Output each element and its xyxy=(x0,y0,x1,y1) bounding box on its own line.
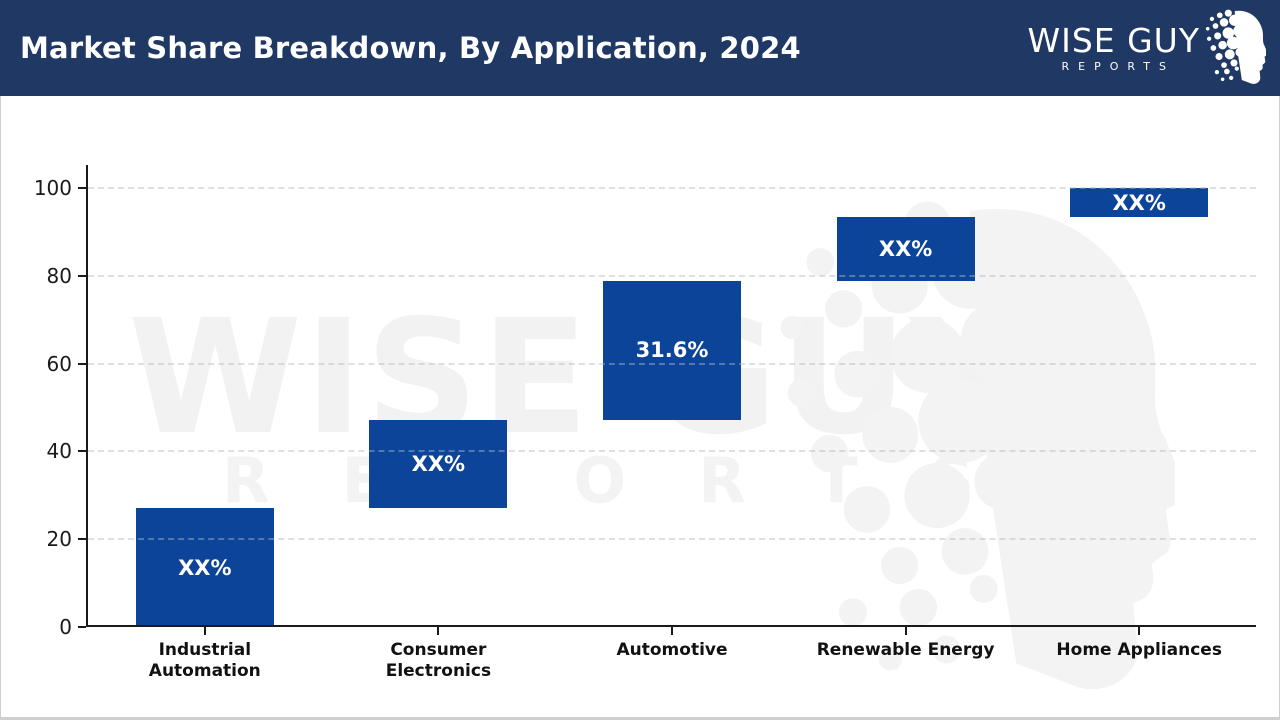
x-axis-spine xyxy=(86,625,1256,627)
header-bar: Market Share Breakdown, By Application, … xyxy=(0,0,1280,96)
x-tick-mark xyxy=(203,627,206,635)
y-tick-label: 0 xyxy=(59,615,72,639)
y-tick-mark xyxy=(78,538,86,541)
y-tick-mark xyxy=(78,362,86,365)
y-axis-spine xyxy=(86,165,88,627)
gridline-100 xyxy=(88,187,1256,189)
x-category-label: Consumer Electronics xyxy=(385,640,492,681)
watermark-head-graphic xyxy=(780,201,1175,690)
chart-area: WISE GUY REPORTS 0 20 40 60 80 100 XX% Industri… xyxy=(0,96,1280,720)
brand-logo: WISE GUY REPORTS xyxy=(1027,6,1266,90)
gridline-20 xyxy=(88,538,1256,541)
y-tick-label: 80 xyxy=(46,263,72,288)
bar-segment: XX% xyxy=(1070,188,1209,218)
x-tick-mark xyxy=(1138,627,1141,635)
x-category-label: Home Appliances xyxy=(1056,640,1222,660)
bar-value-label: XX% xyxy=(178,555,232,580)
gridline-80 xyxy=(88,274,1256,277)
x-tick-mark xyxy=(904,627,907,635)
x-category-label: Automotive xyxy=(616,640,728,660)
y-tick-mark xyxy=(78,450,86,453)
bar-segment: XX% xyxy=(836,217,975,282)
logo-head-icon xyxy=(1205,9,1266,84)
bar-value-label: 31.6% xyxy=(635,338,709,363)
x-category-label: Renewable Energy xyxy=(816,640,995,660)
bar-segment: XX% xyxy=(135,508,274,627)
y-tick-label: 100 xyxy=(33,176,72,200)
y-tick-label: 60 xyxy=(46,351,72,376)
gridline-40 xyxy=(88,450,1256,453)
y-tick-mark xyxy=(78,274,86,277)
x-tick-mark xyxy=(437,627,440,635)
y-tick-label: 40 xyxy=(46,439,72,464)
page-title: Market Share Breakdown, By Application, … xyxy=(20,31,801,65)
x-category-label: Industrial Automation xyxy=(148,640,261,681)
y-tick-mark xyxy=(78,187,86,189)
logo-wordmark: WISE GUY xyxy=(1027,21,1200,60)
bar-value-label: XX% xyxy=(411,452,466,477)
bar-value-label: XX% xyxy=(1112,190,1166,215)
logo-subtitle: REPORTS xyxy=(1061,60,1175,73)
bar-segment: 31.6% xyxy=(603,281,741,420)
bar-value-label: XX% xyxy=(878,237,933,262)
y-tick-label: 20 xyxy=(46,527,72,552)
logo-text: WISE GUY REPORTS xyxy=(1027,24,1200,72)
x-tick-mark xyxy=(671,627,673,635)
gridline-60 xyxy=(88,362,1256,365)
y-tick-mark xyxy=(78,626,86,628)
bar-segment: XX% xyxy=(369,419,508,509)
